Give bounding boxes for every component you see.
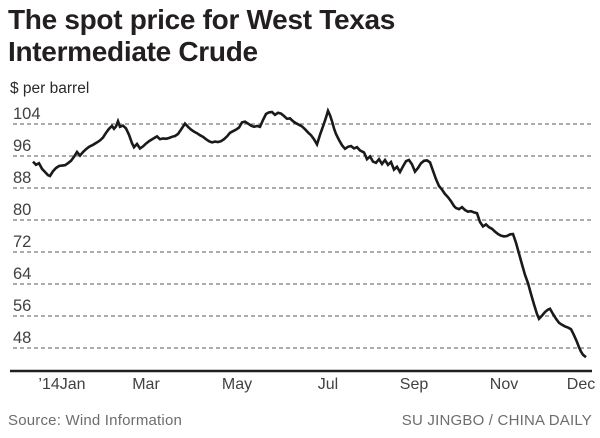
- x-axis-tick-label: Sep: [400, 376, 429, 393]
- y-axis-tick-label: 48: [13, 329, 31, 347]
- credit-text: SU JINGBO / CHINA DAILY: [401, 412, 592, 429]
- unit-label: $ per barrel: [10, 80, 90, 97]
- x-axis-tick-label: Jul: [318, 376, 338, 393]
- price-line: [32, 107, 587, 359]
- x-axis-tick-label: Nov: [490, 376, 518, 393]
- page-title-line1: The spot price for West Texas: [8, 4, 396, 35]
- page-title-line2: Intermediate Crude: [8, 35, 258, 67]
- y-axis-tick-label: 96: [13, 137, 31, 155]
- source-text: Source: Wind Information: [8, 412, 183, 429]
- chart-footer: Source: Wind Information SU JINGBO / CHI…: [8, 412, 592, 429]
- x-axis-tick-label: Mar: [132, 376, 160, 393]
- price-chart-svg: 104 96 88 80 72 64 56 48 ’14Jan Mar May Jul Sep Nov De…: [10, 105, 595, 393]
- x-axis-tick-label: ’14Jan: [38, 376, 85, 393]
- y-axis-tick-label: 64: [13, 265, 31, 283]
- price-chart: 104 96 88 80 72 64 56 48 ’14Jan Mar May Jul Sep Nov De…: [0, 95, 600, 395]
- y-axis-tick-label: 88: [13, 169, 31, 187]
- page-title: The spot price for West Texas Intermediat…: [8, 4, 395, 68]
- y-axis-tick-label: 104: [13, 105, 41, 123]
- y-axis-tick-label: 56: [13, 297, 31, 315]
- y-axis-tick-label: 72: [13, 233, 31, 251]
- x-axis-tick-label: Dec: [567, 376, 595, 393]
- y-axis-tick-label: 80: [13, 201, 31, 219]
- x-axis-tick-label: May: [222, 376, 252, 393]
